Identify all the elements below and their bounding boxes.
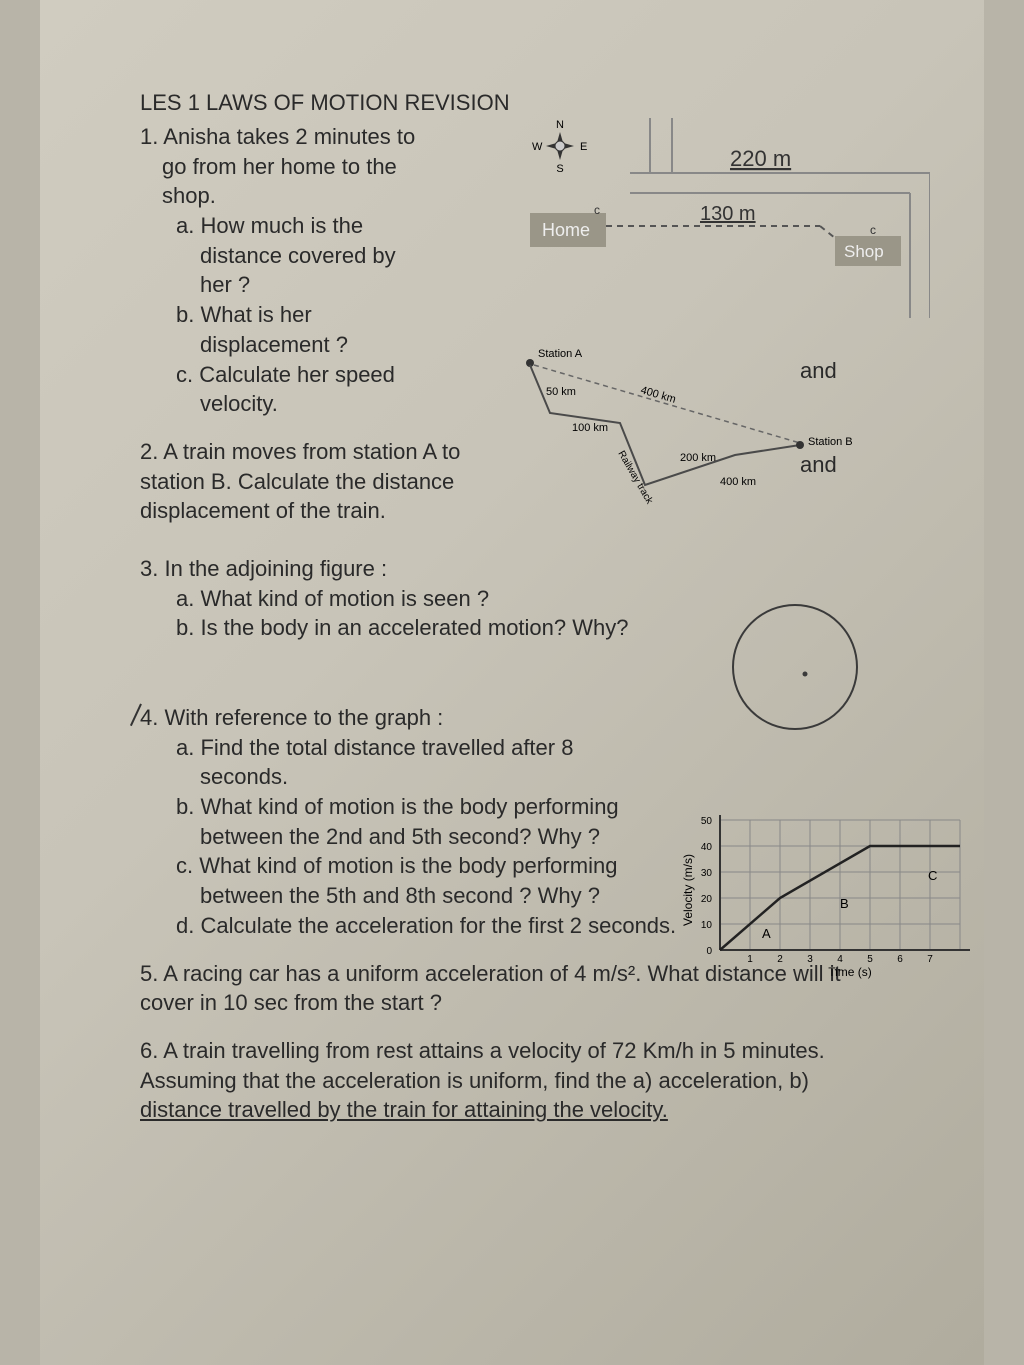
train-200: 200 km <box>680 452 716 464</box>
q6-num: 6. <box>140 1038 158 1063</box>
train-100: 100 km <box>572 422 608 434</box>
svg-text:6: 6 <box>897 954 903 965</box>
train-400b: 400 km <box>720 476 756 488</box>
map-home-label: Home <box>542 220 590 240</box>
map-130m: 130 m <box>700 203 756 225</box>
svg-text:30: 30 <box>701 868 713 879</box>
svg-text:4: 4 <box>837 954 843 965</box>
train-track: Railway track <box>615 449 655 505</box>
svg-text:10: 10 <box>701 920 713 931</box>
map-shop-c: c <box>870 223 876 237</box>
compass-icon: N S E W <box>532 119 587 175</box>
map-figure: N S E W 220 m Home c 130 m Shop c <box>500 118 930 328</box>
graph-region-a: A <box>762 926 771 941</box>
train-stationB: Station B <box>808 436 853 448</box>
svg-text:3: 3 <box>807 954 813 965</box>
q1-line1: Anisha takes 2 minutes to <box>163 124 415 149</box>
q1-num: 1. <box>140 124 158 149</box>
svg-text:5: 5 <box>867 954 873 965</box>
q2-num: 2. <box>140 439 158 464</box>
q4a-line2: seconds. <box>200 762 924 792</box>
question-6: 6. A train travelling from rest attains … <box>140 1036 924 1125</box>
map-220m: 220 m <box>730 146 791 171</box>
circle-figure <box>720 592 870 742</box>
train-400a: 400 km <box>639 384 677 405</box>
compass-n: N <box>556 119 564 131</box>
page-title: LES 1 LAWS OF MOTION REVISION <box>140 90 924 116</box>
graph-ylabel: Velocity (m/s) <box>681 854 695 926</box>
map-home-c: c <box>594 203 600 217</box>
svg-text:0: 0 <box>706 946 712 957</box>
q4-num: 4. <box>140 705 158 730</box>
graph-region-b: B <box>840 896 849 911</box>
svg-text:50: 50 <box>701 816 713 827</box>
q2-line1: A train moves from station A to <box>163 439 460 464</box>
compass-w: W <box>532 141 543 153</box>
compass-e: E <box>580 141 587 153</box>
graph-xlabel: Time (s) <box>828 965 872 979</box>
q6-line1: A train travelling from rest attains a v… <box>163 1038 825 1063</box>
svg-text:20: 20 <box>701 894 713 905</box>
q3-stem: In the adjoining figure : <box>164 556 387 581</box>
q5-line2: cover in 10 sec from the start ? <box>140 988 924 1018</box>
compass-s: S <box>556 163 563 175</box>
q6-line2: Assuming that the acceleration is unifor… <box>140 1066 924 1096</box>
svg-text:1: 1 <box>747 954 753 965</box>
velocity-graph: Velocity (m/s) 0 <box>680 790 980 980</box>
svg-text:2: 2 <box>777 954 783 965</box>
svg-text:7: 7 <box>927 954 933 965</box>
q4-stem: With reference to the graph : <box>164 705 443 730</box>
train-figure: Station A 400 km 50 km 100 km Railway tr… <box>510 345 890 505</box>
map-shop-label: Shop <box>844 242 884 261</box>
train-stationA: Station A <box>538 348 583 360</box>
q5-num: 5. <box>140 961 158 986</box>
train-50: 50 km <box>546 386 576 398</box>
graph-region-c: C <box>928 868 937 883</box>
worksheet-page: LES 1 LAWS OF MOTION REVISION 1. Anisha … <box>40 0 984 1365</box>
svg-text:40: 40 <box>701 842 713 853</box>
q3-num: 3. <box>140 556 158 581</box>
q6-line3: distance travelled by the train for atta… <box>140 1097 668 1122</box>
